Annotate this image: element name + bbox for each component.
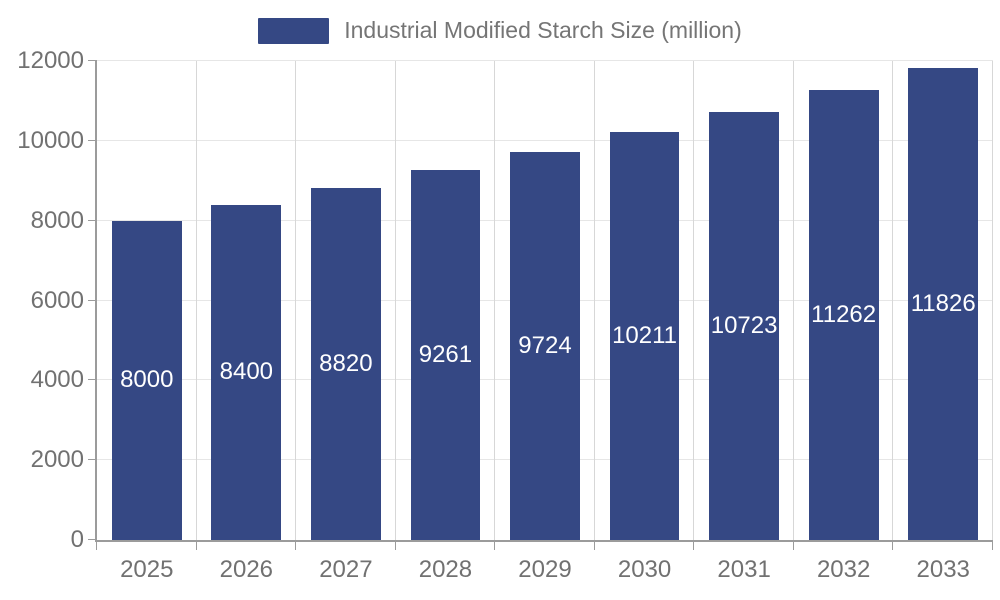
x-tick-label-2027: 2027 — [319, 556, 373, 583]
x-axis-tick — [394, 540, 396, 550]
bar-2031[interactable]: 10723 — [709, 111, 779, 540]
horizontal-gridline — [97, 139, 993, 141]
x-axis-tick — [693, 540, 695, 550]
y-axis-tick — [88, 139, 97, 141]
y-tick-label: 12000 — [17, 47, 84, 74]
x-axis-tick — [96, 540, 97, 550]
bar-value-label: 10211 — [612, 322, 678, 350]
vertical-gridline — [394, 61, 396, 540]
y-axis-tick — [88, 219, 97, 221]
bar-value-label: 8820 — [319, 349, 373, 377]
x-tick-label-2033: 2033 — [916, 556, 970, 583]
bar-2030[interactable]: 10211 — [609, 132, 680, 540]
x-tick-label-2031: 2031 — [717, 556, 771, 583]
x-axis-tick — [494, 540, 496, 550]
legend[interactable]: Industrial Modified Starch Size (million… — [0, 17, 1000, 44]
bar-value-label: 11262 — [811, 301, 877, 329]
x-axis-tick — [792, 540, 794, 550]
vertical-gridline — [494, 61, 496, 540]
vertical-gridline — [295, 61, 297, 540]
vertical-gridline — [892, 61, 894, 540]
vertical-gridline — [593, 61, 595, 540]
x-axis-tick — [195, 540, 197, 550]
vertical-gridline — [992, 61, 993, 540]
bar-2029[interactable]: 9724 — [510, 151, 580, 540]
bar-value-label: 9724 — [518, 331, 572, 359]
x-tick-label-2030: 2030 — [617, 556, 672, 583]
vertical-gridline — [195, 61, 197, 540]
x-axis-tick — [992, 540, 993, 550]
y-axis-tick — [88, 379, 97, 381]
x-tick-label-2028: 2028 — [418, 556, 473, 583]
bar-2028[interactable]: 9261 — [410, 170, 481, 540]
plot-area: 8000 8400 8820 9261 9724 10211 10723 11262 11826 — [88, 60, 993, 550]
horizontal-gridline — [97, 60, 993, 61]
y-tick-label: 6000 — [30, 286, 84, 314]
bar-2033[interactable]: 11826 — [908, 67, 979, 540]
bar-value-label: 11826 — [910, 289, 976, 317]
x-axis: 2025 2026 2027 2028 2029 2030 2031 2032 2033 — [97, 553, 993, 587]
x-axis-tick — [892, 540, 894, 550]
y-axis-tick — [88, 539, 97, 540]
y-axis: 0 2000 4000 6000 8000 10000 12000 — [0, 49, 84, 552]
x-axis-tick — [593, 540, 595, 550]
y-tick-label: 8000 — [30, 206, 84, 234]
vertical-gridline — [792, 61, 794, 540]
y-tick-label: 10000 — [17, 126, 84, 154]
bar-value-label: 9261 — [418, 341, 473, 369]
x-tick-label-2032: 2032 — [816, 556, 871, 583]
x-tick-label-2025: 2025 — [120, 556, 174, 583]
y-tick-label: 4000 — [30, 366, 84, 394]
x-axis-tick — [295, 540, 297, 550]
y-tick-label: 2000 — [30, 446, 84, 474]
legend-label: Industrial Modified Starch Size (million… — [344, 17, 742, 43]
bar-value-label: 8400 — [219, 358, 274, 386]
bar-2026[interactable]: 8400 — [211, 204, 282, 540]
bar-2032[interactable]: 11262 — [808, 90, 879, 540]
y-axis-tick — [88, 60, 97, 61]
y-axis-tick — [88, 299, 97, 301]
bar-2025[interactable]: 8000 — [111, 220, 182, 540]
bar-value-label: 8000 — [120, 366, 174, 394]
y-axis-tick — [88, 459, 97, 461]
x-tick-label-2029: 2029 — [518, 556, 572, 583]
y-tick-label: 0 — [70, 526, 84, 553]
vertical-gridline — [693, 61, 695, 540]
bar-value-label: 10723 — [710, 311, 778, 339]
x-tick-label-2026: 2026 — [219, 556, 274, 583]
legend-swatch-icon[interactable] — [258, 17, 330, 44]
bar-2027[interactable]: 8820 — [311, 187, 381, 540]
